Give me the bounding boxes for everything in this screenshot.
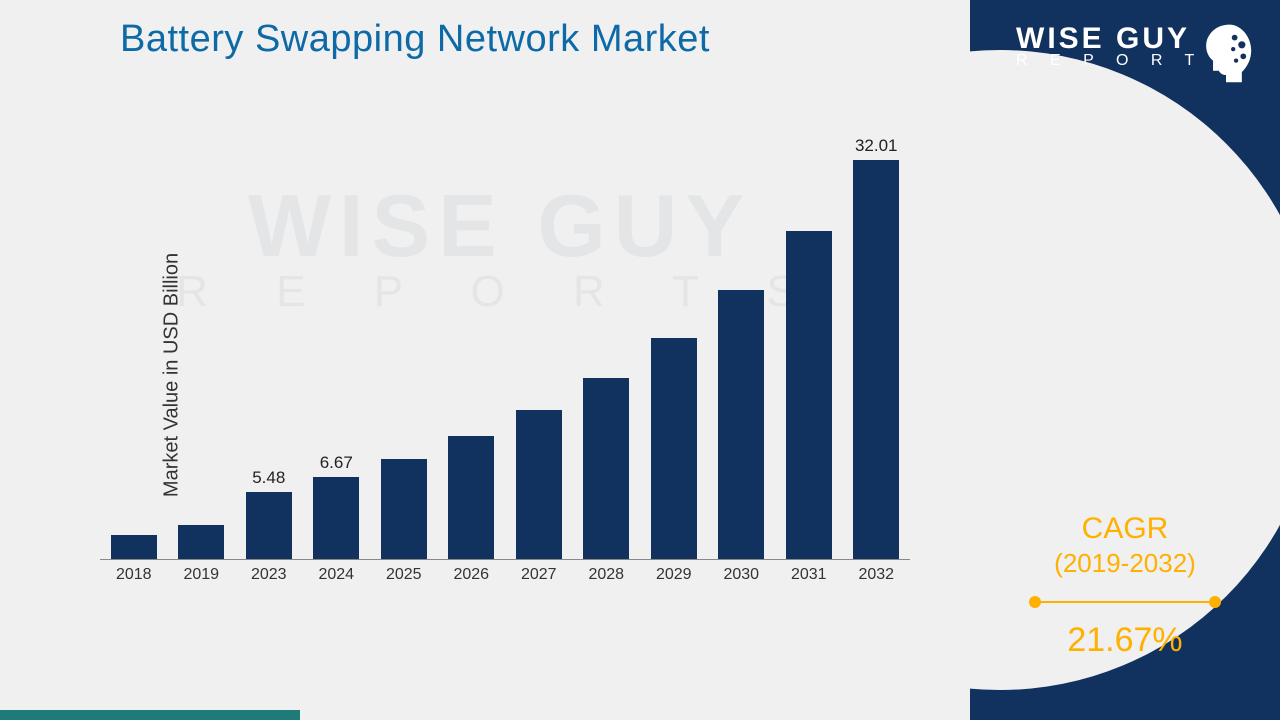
bar-slot: 32.01: [843, 160, 911, 560]
bar: [853, 160, 899, 560]
plot-region: 5.486.67 32.01: [100, 160, 910, 560]
x-tick-label: 2027: [505, 560, 573, 590]
x-tick-label: 2019: [168, 560, 236, 590]
bar: [583, 378, 629, 560]
bar-slot: [775, 160, 843, 560]
bar-value-label: 6.67: [303, 453, 371, 473]
x-tick-label: 2029: [640, 560, 708, 590]
bar: [313, 477, 359, 560]
x-tick-label: 2023: [235, 560, 303, 590]
x-tick-label: 2031: [775, 560, 843, 590]
bar-slot: [640, 160, 708, 560]
bar-slot: 6.67: [303, 160, 371, 560]
brand-head-icon: [1190, 16, 1262, 88]
cagr-period: (2019-2032): [1000, 548, 1250, 579]
bar: [786, 231, 832, 560]
bars-container: 5.486.67 32.01: [100, 160, 910, 560]
x-tick-label: 2032: [843, 560, 911, 590]
x-tick-label: 2018: [100, 560, 168, 590]
bar-slot: [708, 160, 776, 560]
x-tick-row: 2018201920232024202520262027202820292030…: [100, 560, 910, 590]
bar-slot: [505, 160, 573, 560]
bar: [111, 535, 157, 560]
chart-title: Battery Swapping Network Market: [120, 18, 710, 61]
chart-area: Market Value in USD Billion 5.486.6732.0…: [60, 160, 910, 590]
bar: [381, 459, 427, 560]
x-tick-label: 2026: [438, 560, 506, 590]
bar: [651, 338, 697, 560]
bar: [718, 290, 764, 560]
bottom-accent-bar: [0, 710, 300, 720]
x-tick-label: 2025: [370, 560, 438, 590]
bar-slot: [573, 160, 641, 560]
page-root: WISE GUY R E P O R T S Battery Swapping …: [0, 0, 1280, 720]
brand-logo: WISE GUY R E P O R T S: [1016, 22, 1256, 70]
x-tick-label: 2030: [708, 560, 776, 590]
x-tick-label: 2028: [573, 560, 641, 590]
bar-slot: [168, 160, 236, 560]
cagr-value: 21.67%: [1000, 621, 1250, 660]
x-tick-label: 2024: [303, 560, 371, 590]
bar-value-label: 32.01: [843, 136, 911, 156]
cagr-title: CAGR: [1000, 512, 1250, 546]
bar-slot: [370, 160, 438, 560]
bar-slot: [100, 160, 168, 560]
bar: [178, 525, 224, 560]
bar: [246, 492, 292, 560]
cagr-divider: [1035, 601, 1215, 603]
bar: [448, 436, 494, 560]
bar-value-label: 5.48: [235, 468, 303, 488]
bar-slot: [438, 160, 506, 560]
cagr-block: CAGR (2019-2032) 21.67%: [1000, 512, 1250, 660]
bar-slot: 5.48: [235, 160, 303, 560]
bar: [516, 410, 562, 560]
